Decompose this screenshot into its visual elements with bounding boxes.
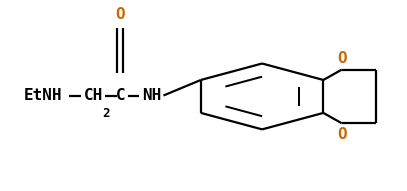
Text: CH: CH: [84, 88, 103, 103]
Text: NH: NH: [142, 88, 161, 103]
Text: O: O: [337, 127, 347, 142]
Text: 2: 2: [103, 107, 110, 120]
Text: O: O: [337, 51, 347, 66]
Text: O: O: [116, 7, 125, 22]
Text: EtNH: EtNH: [24, 88, 62, 103]
Text: C: C: [116, 88, 125, 103]
